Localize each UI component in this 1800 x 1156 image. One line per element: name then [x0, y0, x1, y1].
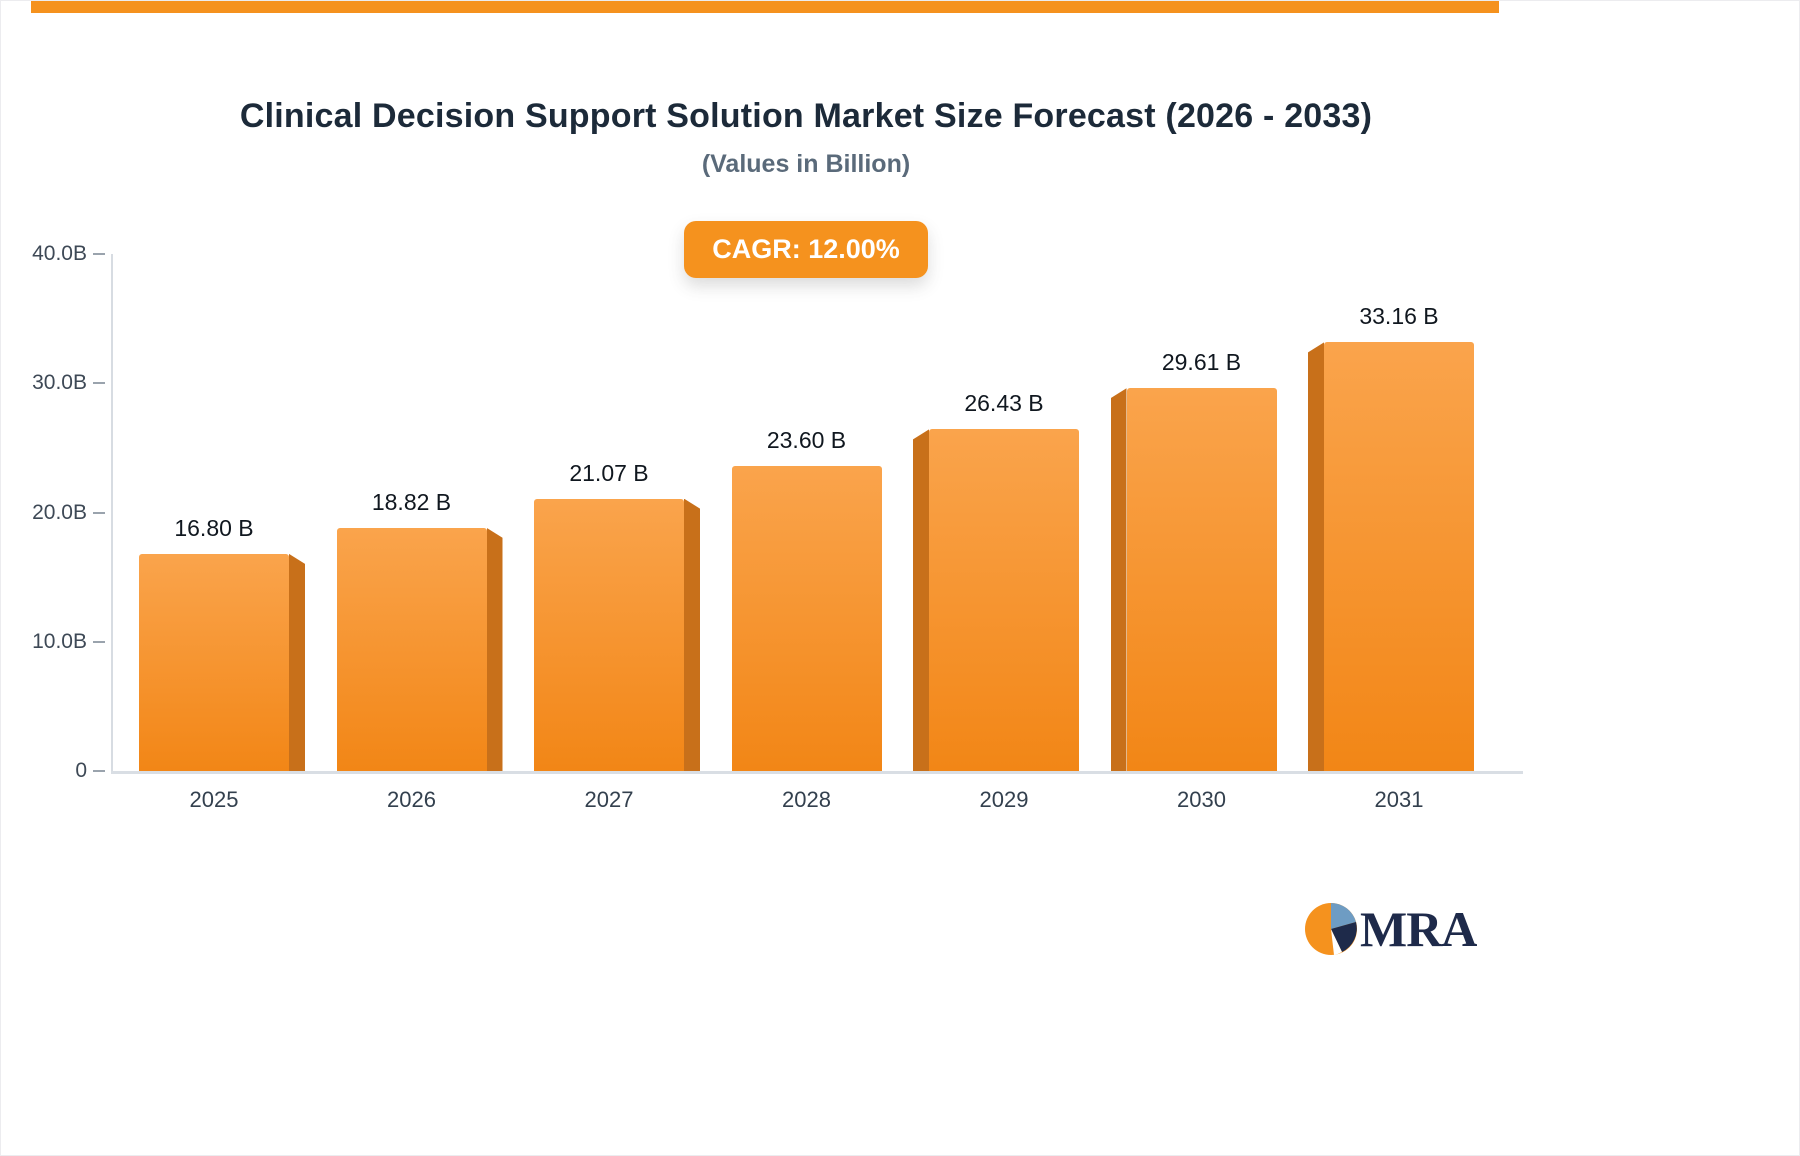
- bar-value-label: 16.80 B: [174, 514, 254, 541]
- bar-side-face: [913, 429, 929, 771]
- x-axis-line: [111, 771, 1523, 774]
- bar-side-face: [289, 553, 305, 771]
- chart-title: Clinical Decision Support Solution Marke…: [239, 97, 1373, 135]
- bar-value-label: 23.60 B: [766, 426, 847, 453]
- bar-value-label: 26.43 B: [964, 390, 1044, 417]
- bar-value-label: 33.16 B: [1359, 303, 1439, 330]
- bar-value-label: 29.61 B: [1161, 349, 1242, 376]
- y-tick-label: 40.0B: [32, 242, 87, 265]
- x-axis-label: 2026: [387, 787, 436, 812]
- bar-2027: [534, 498, 684, 771]
- bar-2028: [731, 465, 882, 771]
- top-accent-bar: [31, 1, 1499, 13]
- bar-side-face: [684, 498, 700, 771]
- y-tick-mark: [93, 382, 105, 385]
- x-axis-label: 2025: [189, 787, 239, 812]
- y-tick-label: 10.0B: [32, 629, 87, 653]
- x-axis-label: 2030: [1177, 787, 1226, 812]
- x-axis-label: 2031: [1374, 787, 1424, 812]
- bar-2031: [1324, 342, 1474, 771]
- bar-value-label: 21.07 B: [569, 459, 649, 486]
- x-axis-label: 2028: [782, 787, 831, 812]
- y-tick-label: 20.0B: [32, 500, 87, 524]
- chart-subtitle: (Values in Billion): [701, 150, 911, 178]
- bar-2026: [336, 527, 487, 771]
- logo-text: MRA: [1360, 901, 1477, 957]
- y-axis-line: [111, 254, 113, 771]
- bar-value-label: 18.82 B: [371, 488, 452, 515]
- y-tick-label: 0: [75, 759, 87, 782]
- y-tick-mark: [93, 770, 105, 772]
- y-tick-mark: [93, 640, 105, 643]
- logo-pie-icon: [1305, 903, 1357, 955]
- x-axis-label: 2029: [979, 787, 1029, 812]
- bar-2029: [929, 429, 1079, 771]
- bar-2030: [1126, 388, 1277, 771]
- bar-2025: [139, 553, 289, 771]
- brand-logo: MRA: [1304, 901, 1477, 957]
- y-tick-mark: [93, 253, 105, 255]
- bar-side-face: [486, 527, 503, 771]
- chart-header: Clinical Decision Support Solution Marke…: [1, 1, 1611, 278]
- y-tick-mark: [93, 511, 105, 514]
- bar-side-face: [1110, 388, 1127, 771]
- y-tick-label: 30.0B: [32, 371, 87, 395]
- bar-side-face: [1308, 342, 1324, 771]
- cagr-badge: CAGR: 12.00%: [684, 221, 928, 278]
- x-axis-label: 2027: [584, 787, 634, 812]
